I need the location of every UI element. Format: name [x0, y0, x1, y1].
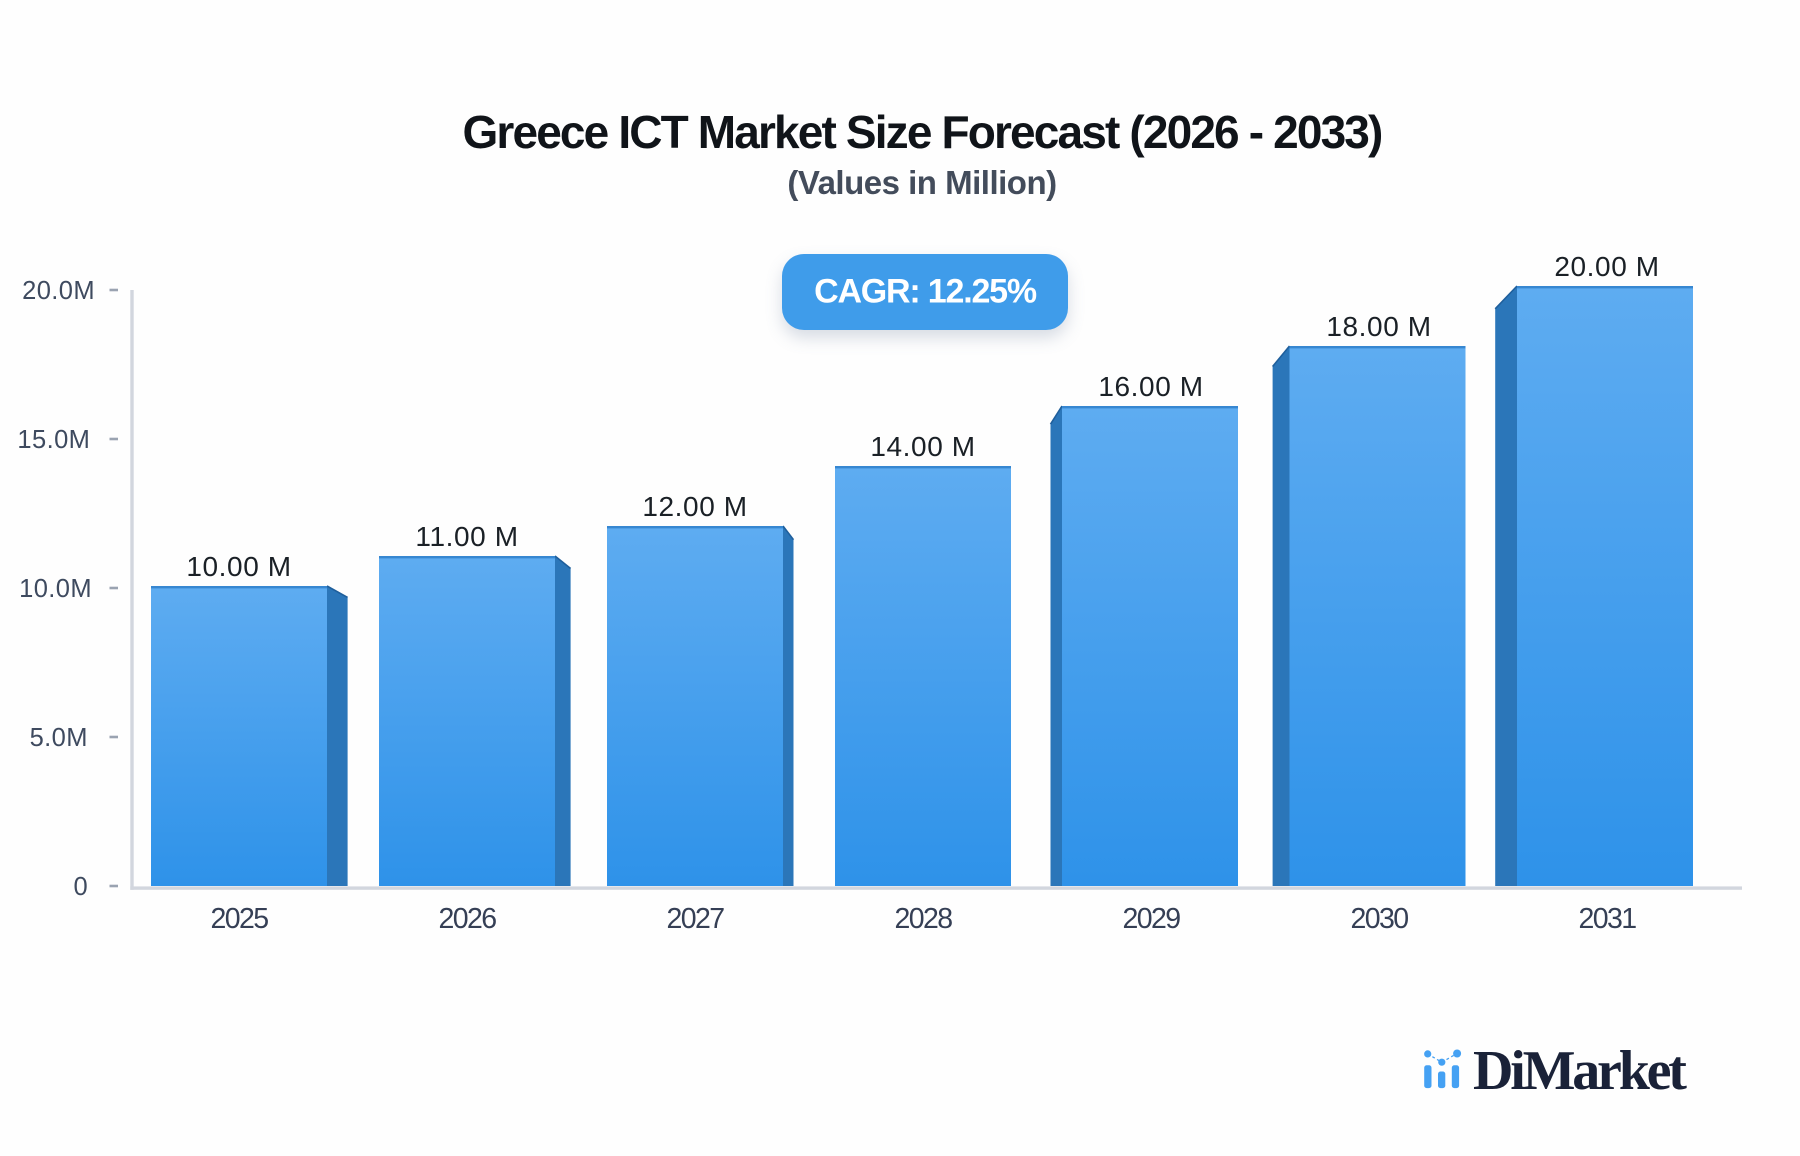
svg-text:15.0M: 15.0M [17, 426, 90, 454]
svg-text:2031: 2031 [1578, 903, 1636, 935]
svg-text:2025: 2025 [210, 903, 268, 935]
svg-text:10.00 M: 10.00 M [186, 551, 291, 582]
svg-text:20.0M: 20.0M [22, 277, 95, 305]
svg-text:12.00 M: 12.00 M [642, 491, 747, 522]
svg-text:2026: 2026 [438, 903, 496, 935]
svg-text:18.00 M: 18.00 M [1326, 311, 1431, 342]
svg-text:10.0M: 10.0M [19, 575, 92, 603]
svg-text:5.0M: 5.0M [30, 724, 88, 752]
svg-text:20.00 M: 20.00 M [1554, 251, 1659, 282]
svg-text:11.00 M: 11.00 M [415, 521, 518, 552]
svg-text:2029: 2029 [1122, 903, 1180, 935]
svg-text:2030: 2030 [1350, 903, 1408, 935]
svg-text:2028: 2028 [894, 903, 952, 935]
svg-text:0: 0 [74, 873, 89, 901]
svg-text:2027: 2027 [666, 903, 724, 935]
svg-text:DiMarket: DiMarket [1473, 1040, 1687, 1102]
svg-text:14.00 M: 14.00 M [870, 431, 975, 462]
svg-text:16.00 M: 16.00 M [1098, 371, 1203, 402]
